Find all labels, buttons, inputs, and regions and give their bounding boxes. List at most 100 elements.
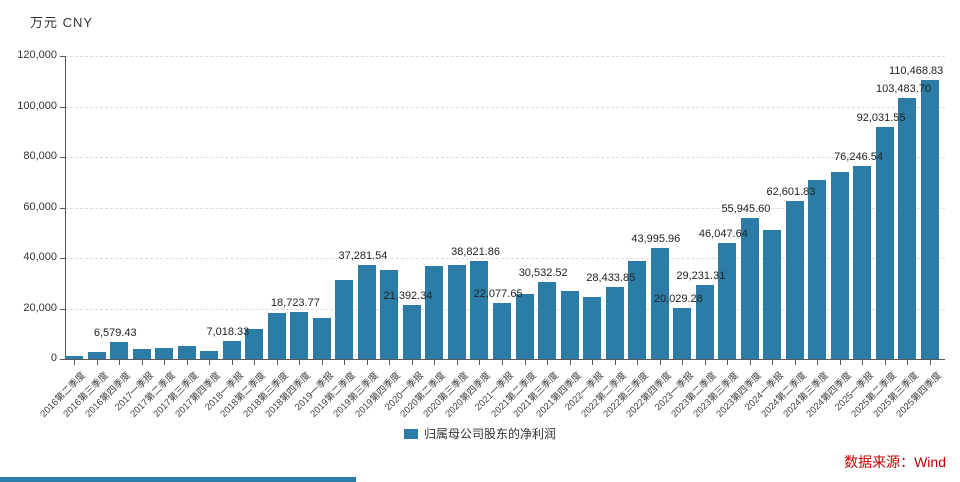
x-axis-tick	[704, 360, 706, 365]
x-axis-tick	[276, 360, 278, 365]
x-axis-tick	[839, 360, 841, 365]
y-axis-tick-label: 80,000	[23, 150, 57, 162]
x-axis-tick	[456, 360, 458, 365]
bar[interactable]	[222, 341, 241, 359]
bar-value-label: 46,047.64	[698, 228, 748, 240]
x-axis-tick	[96, 360, 98, 365]
bar[interactable]	[110, 342, 129, 359]
y-axis-tick-label: 20,000	[23, 301, 57, 314]
bar[interactable]	[447, 265, 466, 359]
y-axis-tick-label: 0	[50, 352, 57, 364]
bar[interactable]	[875, 127, 894, 359]
bar-value-label: 28,433.85	[586, 272, 636, 284]
x-axis-tick	[502, 360, 503, 365]
bar[interactable]	[808, 180, 827, 359]
x-axis-tick	[637, 360, 639, 365]
bar-value-label: 6,579.43	[93, 327, 137, 339]
gridline	[65, 258, 945, 259]
x-axis-tick	[592, 360, 594, 365]
x-axis-tick	[682, 360, 684, 365]
x-axis-tick	[884, 360, 886, 365]
bar[interactable]	[470, 261, 489, 359]
bar[interactable]	[425, 266, 444, 359]
bar[interactable]	[402, 305, 421, 359]
bar[interactable]	[785, 201, 804, 359]
x-axis-tick	[727, 360, 729, 365]
x-axis-tick	[862, 360, 864, 365]
bar[interactable]	[493, 303, 511, 359]
bar[interactable]	[560, 291, 579, 359]
gridline	[65, 207, 945, 209]
bar-value-label: 29,231.31	[676, 270, 726, 282]
y-axis-unit-label: 万元 CNY	[30, 15, 94, 30]
bar[interactable]	[515, 294, 534, 359]
bar-value-label: 22,077.65	[473, 288, 523, 300]
y-axis-tick	[60, 106, 65, 108]
x-axis-tick	[524, 360, 526, 365]
bar[interactable]	[830, 172, 849, 359]
gridline	[65, 106, 945, 108]
bar[interactable]	[290, 312, 309, 359]
bar[interactable]	[200, 351, 219, 359]
bar-value-label: 110,468.83	[889, 65, 944, 77]
bar[interactable]	[267, 313, 286, 359]
x-axis-tick	[794, 360, 796, 365]
x-axis-tick	[434, 360, 436, 365]
x-axis-tick	[119, 360, 121, 365]
bar[interactable]	[380, 270, 399, 359]
bar[interactable]	[335, 280, 354, 359]
y-axis-tick	[60, 258, 65, 259]
gridline	[65, 157, 945, 158]
bar-value-label: 43,995.96	[631, 233, 681, 245]
bar-value-label: 103,483.70	[875, 83, 932, 95]
x-axis-tick	[141, 360, 143, 365]
bar[interactable]	[312, 318, 331, 359]
x-axis-tick	[614, 360, 616, 365]
x-axis-tick	[321, 360, 323, 365]
x-axis-tick	[366, 360, 368, 365]
bar[interactable]	[650, 248, 669, 359]
x-axis-tick	[907, 360, 909, 365]
y-axis-line	[65, 56, 66, 359]
y-axis-tick	[60, 56, 65, 57]
bar[interactable]	[177, 346, 196, 359]
y-axis-tick-label: 40,000	[23, 251, 57, 263]
bar[interactable]	[245, 329, 264, 359]
bar[interactable]	[538, 282, 557, 359]
bar[interactable]	[132, 349, 151, 359]
bar[interactable]	[740, 218, 759, 359]
bar-value-label: 37,281.54	[338, 250, 388, 262]
bar[interactable]	[718, 243, 737, 359]
bar[interactable]	[65, 356, 83, 359]
bar[interactable]	[763, 230, 782, 359]
bar[interactable]	[583, 297, 602, 359]
x-axis-tick	[74, 360, 75, 365]
y-axis-tick	[60, 157, 65, 158]
y-axis-tick-label: 100,000	[17, 99, 57, 112]
bar-value-label: 76,246.54	[834, 151, 883, 163]
bar[interactable]	[628, 261, 647, 359]
bar-value-label: 38,821.86	[451, 246, 501, 258]
bar[interactable]	[87, 352, 106, 359]
bar[interactable]	[673, 308, 692, 359]
bar-value-label: 30,532.52	[518, 267, 568, 279]
x-axis-tick	[749, 360, 751, 365]
x-axis-tick	[164, 360, 166, 365]
bar[interactable]	[155, 348, 174, 359]
x-axis-tick	[772, 360, 774, 365]
bar[interactable]	[898, 98, 917, 359]
x-axis-tick	[817, 360, 819, 365]
bar[interactable]	[853, 166, 872, 359]
x-axis-tick	[547, 360, 549, 365]
y-axis-tick-label: 60,000	[23, 200, 57, 213]
legend[interactable]: 归属母公司股东的净利润	[0, 425, 960, 442]
legend-label: 归属母公司股东的净利润	[423, 427, 556, 441]
bar[interactable]	[357, 265, 376, 359]
bar[interactable]	[695, 285, 714, 359]
bar[interactable]	[921, 80, 939, 359]
bar-value-label: 62,601.83	[766, 186, 816, 198]
x-axis-tick	[344, 360, 346, 365]
x-axis-tick	[479, 360, 481, 365]
bar[interactable]	[605, 287, 624, 359]
